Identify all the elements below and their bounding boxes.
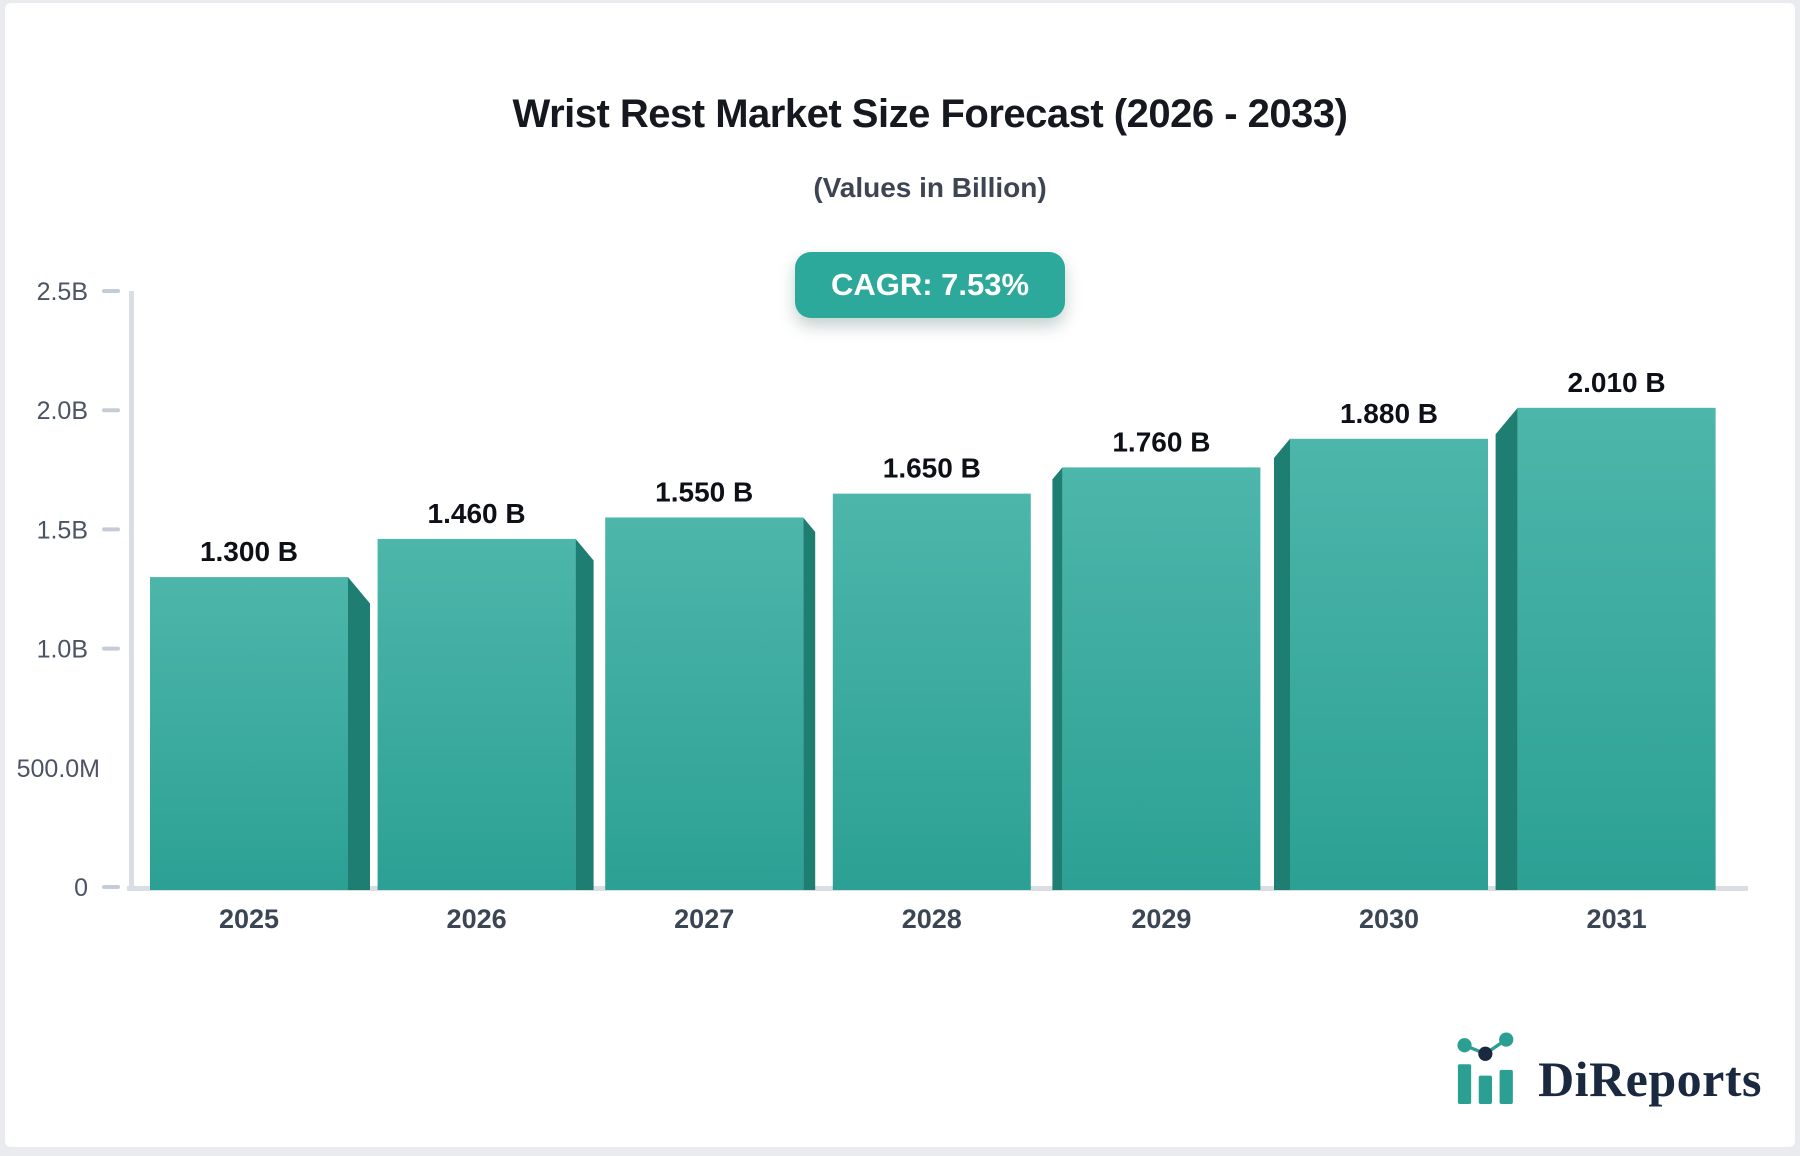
x-axis-label: 2030	[1359, 904, 1419, 934]
bar-side-face	[803, 517, 816, 890]
x-axis-label: 2025	[219, 904, 279, 934]
bar	[1517, 407, 1716, 890]
y-tick-dash	[102, 408, 120, 413]
x-axis-label: 2028	[902, 904, 962, 934]
bar-value-label: 1.550 B	[655, 476, 753, 507]
brand-logo: DiReports	[1456, 1030, 1762, 1120]
cagr-badge-wrap: CAGR: 7.53%	[60, 252, 1800, 318]
cagr-badge: CAGR: 7.53%	[794, 252, 1066, 318]
y-axis-line	[129, 291, 134, 891]
bar-group: 1.550 B 2027	[605, 476, 816, 934]
bar-group: 2.010 B 2031	[1495, 367, 1716, 934]
x-axis-label: 2026	[447, 904, 507, 934]
x-axis-label: 2027	[674, 904, 734, 934]
chart-subtitle: (Values in Billion)	[813, 172, 1047, 203]
y-axis-tick-label: 1.5B	[37, 516, 88, 544]
chart-title: Wrist Rest Market Size Forecast (2026 - …	[512, 92, 1348, 136]
bar	[377, 538, 576, 890]
y-tick-dash	[102, 885, 120, 889]
brand-logo-text: DiReports	[1538, 1051, 1762, 1107]
bar-value-label: 1.650 B	[883, 453, 981, 484]
bar-side-face	[1495, 407, 1518, 890]
bar-value-label: 1.760 B	[1112, 426, 1210, 457]
bar	[1062, 467, 1261, 890]
bar-group: 1.300 B 2025	[150, 536, 370, 934]
bar	[1290, 438, 1488, 890]
bar-value-label: 1.880 B	[1340, 398, 1438, 429]
x-axis-label: 2031	[1587, 904, 1647, 934]
bar-group: 1.760 B 2029	[1052, 426, 1261, 934]
mini-bar-chart-icon	[1457, 1032, 1514, 1104]
y-tick-dash	[102, 646, 120, 651]
bar-group: 1.650 B 2028	[832, 453, 1031, 934]
y-tick-dash	[102, 289, 120, 293]
y-axis-tick-label: 2.5B	[37, 278, 88, 306]
bar-group: 1.460 B 2026	[377, 498, 594, 934]
y-tick-dash	[102, 527, 120, 532]
bar	[150, 577, 348, 890]
y-axis-tick-label: 1.0B	[37, 636, 88, 664]
x-axis-label: 2029	[1131, 904, 1191, 934]
y-axis-tick-label: 0	[74, 874, 88, 902]
bar-side-face	[575, 538, 594, 890]
bar	[605, 517, 804, 890]
bar	[832, 493, 1031, 890]
bar-side-face	[1274, 438, 1290, 890]
bar-side-face	[348, 577, 370, 890]
y-axis-tick-label: 2.0B	[37, 397, 88, 425]
bar-value-label: 1.460 B	[428, 498, 526, 529]
bar-value-label: 2.010 B	[1568, 367, 1666, 398]
y-axis-tick-label: 500.0M	[17, 755, 100, 783]
bar-group: 1.880 B 2030	[1274, 398, 1488, 934]
bar-value-label: 1.300 B	[200, 536, 298, 567]
bar-side-face	[1052, 467, 1063, 890]
